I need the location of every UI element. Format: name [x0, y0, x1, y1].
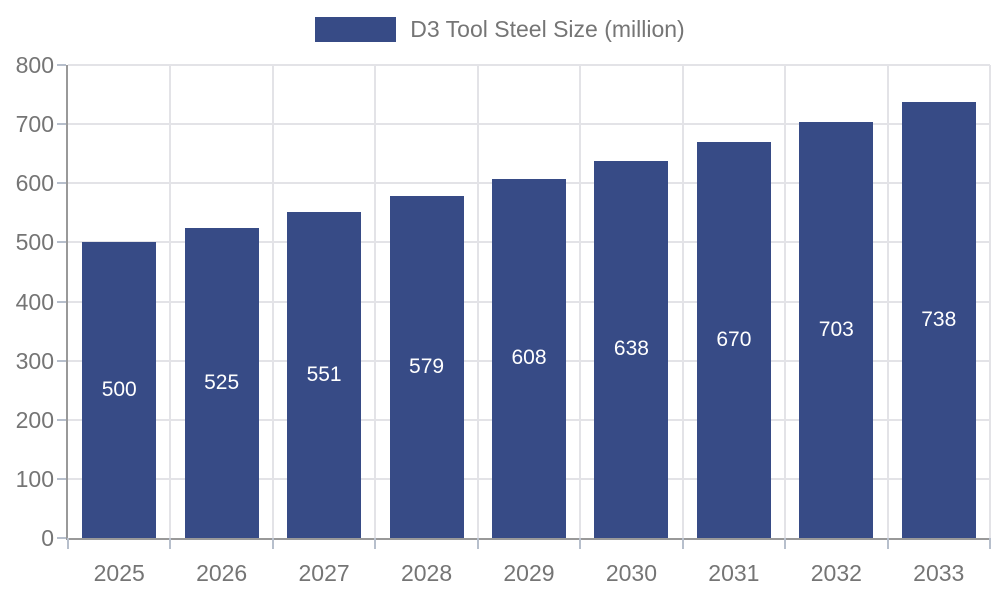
bar-2029[interactable]: 608 — [492, 178, 566, 538]
x-axis-tick — [476, 538, 479, 549]
bar-2027[interactable]: 551 — [287, 212, 362, 538]
x-axis-category-label: 2033 — [913, 560, 965, 586]
y-gridline — [68, 64, 990, 66]
bar-value-label: 703 — [818, 318, 854, 342]
x-axis-tick — [271, 538, 274, 549]
y-axis-tick — [57, 359, 66, 362]
bar-value-label: 525 — [204, 370, 240, 394]
y-axis-tick-label: 0 — [41, 525, 54, 551]
x-gridline — [374, 65, 377, 538]
bar-2026[interactable]: 525 — [184, 227, 259, 538]
bar-2025[interactable]: 500 — [82, 242, 157, 538]
x-axis-line — [66, 538, 990, 540]
x-gridline — [579, 65, 582, 538]
x-axis-category-label: 2031 — [708, 560, 760, 586]
x-axis-tick — [374, 538, 377, 549]
y-axis-tick — [57, 182, 66, 185]
y-gridline — [68, 123, 990, 126]
y-axis-tick — [57, 477, 66, 480]
y-axis-tick — [57, 537, 66, 539]
x-gridline — [886, 65, 889, 538]
x-axis-tick — [169, 538, 172, 549]
y-axis-tick — [57, 123, 66, 126]
y-axis-tick-label: 700 — [15, 111, 54, 138]
plot-area: 0 100 200 300 400 500 600 700 800 500 2025 525 2026 5… — [16, 52, 991, 586]
x-axis-tick — [579, 538, 582, 549]
y-axis-tick — [57, 241, 66, 244]
x-axis-category-label: 2026 — [196, 560, 248, 586]
y-axis-tick-label: 500 — [15, 229, 54, 256]
y-axis-tick-label: 100 — [15, 465, 54, 492]
y-axis-tick — [57, 64, 66, 66]
bar-value-label: 638 — [613, 337, 649, 361]
x-axis-category-label: 2032 — [810, 560, 862, 586]
bar-value-label: 579 — [409, 354, 445, 378]
y-axis-tick — [57, 300, 66, 303]
x-gridline — [784, 65, 787, 538]
x-axis-category-label: 2030 — [605, 560, 658, 586]
legend[interactable]: D3 Tool Steel Size (million) — [0, 16, 1000, 43]
bar-value-label: 551 — [306, 363, 342, 387]
x-gridline — [681, 65, 684, 538]
bar-value-label: 500 — [101, 378, 137, 402]
x-axis-category-label: 2029 — [503, 560, 555, 586]
x-gridline — [989, 65, 991, 538]
bar-value-label: 608 — [511, 346, 547, 370]
y-axis-tick — [57, 418, 66, 421]
y-axis-tick-label: 300 — [15, 347, 54, 374]
x-axis-tick — [784, 538, 787, 549]
x-axis-tick — [67, 538, 69, 549]
bar-2030[interactable]: 638 — [594, 160, 669, 538]
bar-2033[interactable]: 738 — [901, 101, 976, 538]
y-axis-line — [66, 65, 68, 538]
y-axis-tick-label: 200 — [15, 406, 54, 433]
y-axis-tick-label: 600 — [15, 170, 54, 197]
legend-label: D3 Tool Steel Size (million) — [410, 16, 685, 42]
x-axis-tick — [989, 538, 991, 549]
x-gridline — [169, 65, 172, 538]
x-axis-category-label: 2028 — [400, 560, 453, 586]
bar-value-label: 738 — [921, 307, 957, 331]
bar-value-label: 670 — [716, 327, 752, 351]
y-axis-tick-label: 800 — [15, 52, 54, 78]
legend-swatch-icon — [315, 17, 397, 42]
bar-2032[interactable]: 703 — [799, 122, 874, 538]
x-axis-tick — [681, 538, 684, 549]
x-gridline — [476, 65, 479, 538]
x-axis-tick — [886, 538, 889, 549]
bar-2031[interactable]: 670 — [696, 141, 771, 538]
x-axis-category-label: 2025 — [93, 560, 145, 586]
y-axis-tick-label: 400 — [15, 288, 54, 315]
bar-2028[interactable]: 579 — [389, 195, 464, 538]
x-gridline — [271, 65, 274, 538]
x-axis-category-label: 2027 — [298, 560, 350, 586]
